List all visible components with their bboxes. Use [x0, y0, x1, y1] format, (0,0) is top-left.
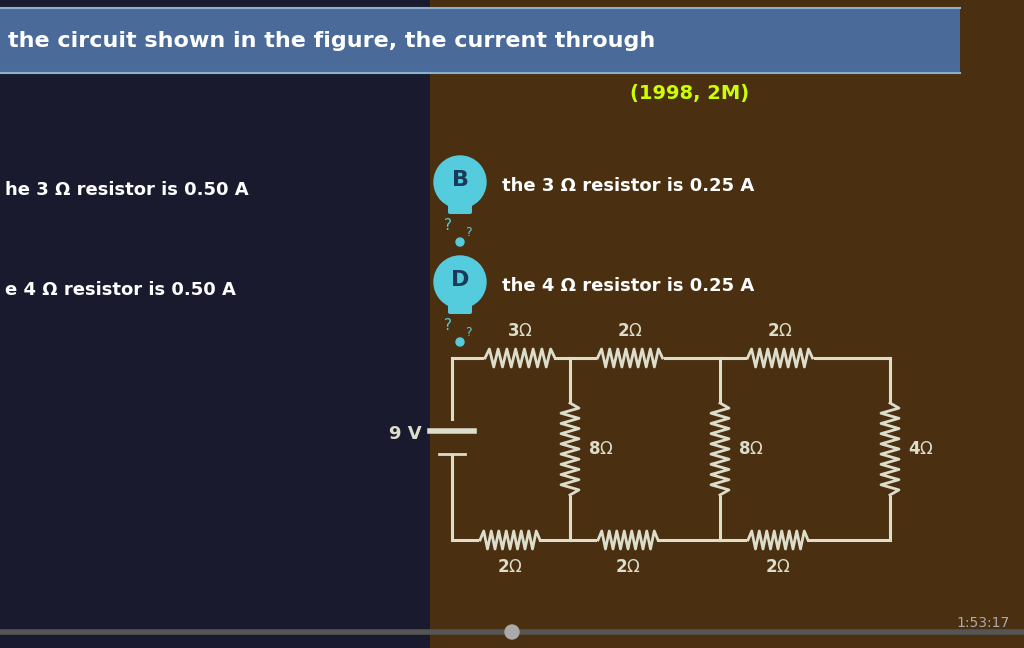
Text: 9 V: 9 V — [389, 425, 422, 443]
Circle shape — [456, 338, 464, 346]
Circle shape — [505, 625, 519, 639]
Text: D: D — [451, 270, 469, 290]
Text: 4$\Omega$: 4$\Omega$ — [908, 440, 934, 458]
Circle shape — [434, 256, 486, 308]
Text: the 3 Ω resistor is 0.25 A: the 3 Ω resistor is 0.25 A — [502, 177, 755, 195]
Text: 2$\Omega$: 2$\Omega$ — [765, 558, 791, 576]
FancyBboxPatch shape — [449, 192, 472, 214]
Text: he 3 Ω resistor is 0.50 A: he 3 Ω resistor is 0.50 A — [5, 181, 249, 199]
Text: 2$\Omega$: 2$\Omega$ — [498, 558, 523, 576]
Text: the circuit shown in the figure, the current through: the circuit shown in the figure, the cur… — [8, 31, 655, 51]
Text: 2$\Omega$: 2$\Omega$ — [615, 558, 641, 576]
Text: ?: ? — [465, 226, 471, 238]
Circle shape — [456, 238, 464, 246]
Text: ?: ? — [444, 318, 452, 332]
Text: 3$\Omega$: 3$\Omega$ — [507, 322, 532, 340]
Text: 2$\Omega$: 2$\Omega$ — [617, 322, 643, 340]
Text: the 4 Ω resistor is 0.25 A: the 4 Ω resistor is 0.25 A — [502, 277, 755, 295]
Text: e 4 Ω resistor is 0.50 A: e 4 Ω resistor is 0.50 A — [5, 281, 236, 299]
Circle shape — [434, 156, 486, 208]
Text: 8$\Omega$: 8$\Omega$ — [588, 440, 613, 458]
Text: 2$\Omega$: 2$\Omega$ — [767, 322, 793, 340]
Text: ?: ? — [444, 218, 452, 233]
FancyBboxPatch shape — [449, 292, 472, 314]
Text: (1998, 2M): (1998, 2M) — [630, 84, 750, 102]
Text: 8$\Omega$: 8$\Omega$ — [738, 440, 764, 458]
Bar — [430, 0, 1024, 648]
Bar — [0, 8, 961, 73]
Text: 1:53:17: 1:53:17 — [956, 616, 1010, 630]
Text: ?: ? — [465, 325, 471, 338]
Text: B: B — [452, 170, 469, 190]
